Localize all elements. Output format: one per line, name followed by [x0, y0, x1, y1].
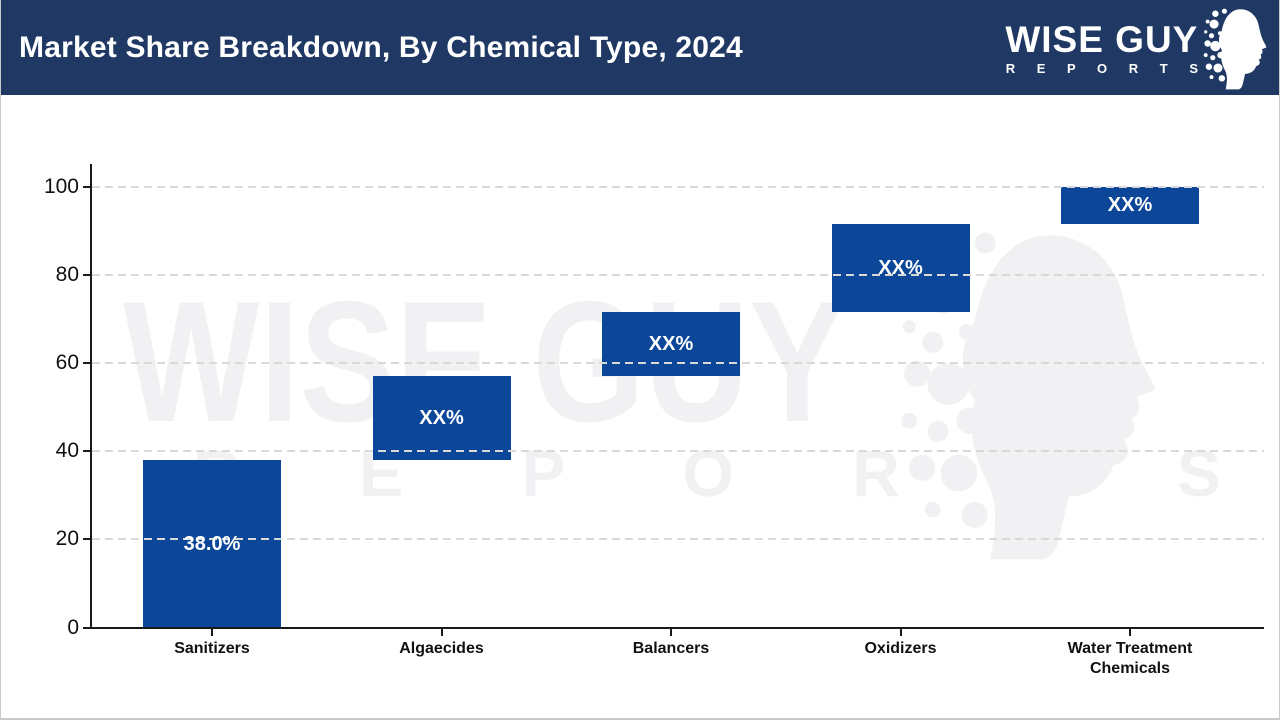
brand-subname: R E P O R T S [1005, 60, 1207, 76]
bar-sanitizers [143, 459, 281, 628]
x-tick-0 [211, 629, 213, 636]
brand-name: WISE GUY [1005, 18, 1199, 60]
y-tick-label-60: 60 [55, 350, 79, 374]
y-tick-label-100: 100 [43, 174, 79, 198]
y-tick-label-20: 20 [55, 527, 79, 551]
x-tick-2 [670, 629, 672, 636]
y-tick-label-40: 40 [55, 439, 79, 463]
brand-head-logo-icon [1203, 8, 1267, 90]
y-tick-80 [83, 273, 90, 276]
bar-value-label: XX% [1107, 194, 1153, 217]
brand-logo: WISE GUY R E P O R T S [997, 4, 1275, 92]
y-tick-100 [83, 185, 90, 188]
header-bar: Market Share Breakdown, By Chemical Type… [1, 0, 1279, 95]
x-category-label: Balancers [632, 640, 710, 657]
gridline-y-40 [92, 450, 1264, 453]
bar-value-label: 38.0% [183, 532, 241, 555]
x-tick-1 [440, 629, 443, 636]
brand-logo-text: WISE GUY R E P O R T S [997, 21, 1207, 76]
y-tick-label-0: 0 [67, 615, 79, 639]
y-tick-40 [83, 450, 90, 453]
x-category-label: Algaecides [399, 640, 484, 657]
y-tick-0 [83, 626, 90, 629]
x-category-label: Oxidizers [864, 640, 937, 657]
y-tick-20 [83, 538, 90, 541]
bar-balancers [602, 311, 740, 377]
y-axis-line [90, 164, 92, 629]
bar-oxidizers [831, 223, 970, 312]
y-tick-label-80: 80 [55, 262, 79, 286]
bar-water-treatment-chemicals [1061, 186, 1199, 224]
gridline-y-80 [92, 273, 1264, 276]
x-category-label: Water Treatment Chemicals [1067, 640, 1193, 677]
x-category-label: Sanitizers [174, 640, 250, 657]
page-title: Market Share Breakdown, By Chemical Type… [19, 30, 743, 64]
gridline-y-100 [92, 185, 1264, 188]
bar-value-label: XX% [648, 332, 694, 355]
x-tick-3 [899, 629, 902, 636]
x-tick-4 [1129, 629, 1131, 636]
bar-value-label: XX% [878, 256, 923, 279]
x-axis-line [90, 626, 1264, 629]
gridline-y-20 [92, 538, 1264, 541]
bar-value-label: XX% [419, 407, 464, 430]
bar-algaecides [372, 376, 511, 460]
y-tick-60 [83, 361, 90, 364]
gridline-y-60 [92, 361, 1264, 364]
